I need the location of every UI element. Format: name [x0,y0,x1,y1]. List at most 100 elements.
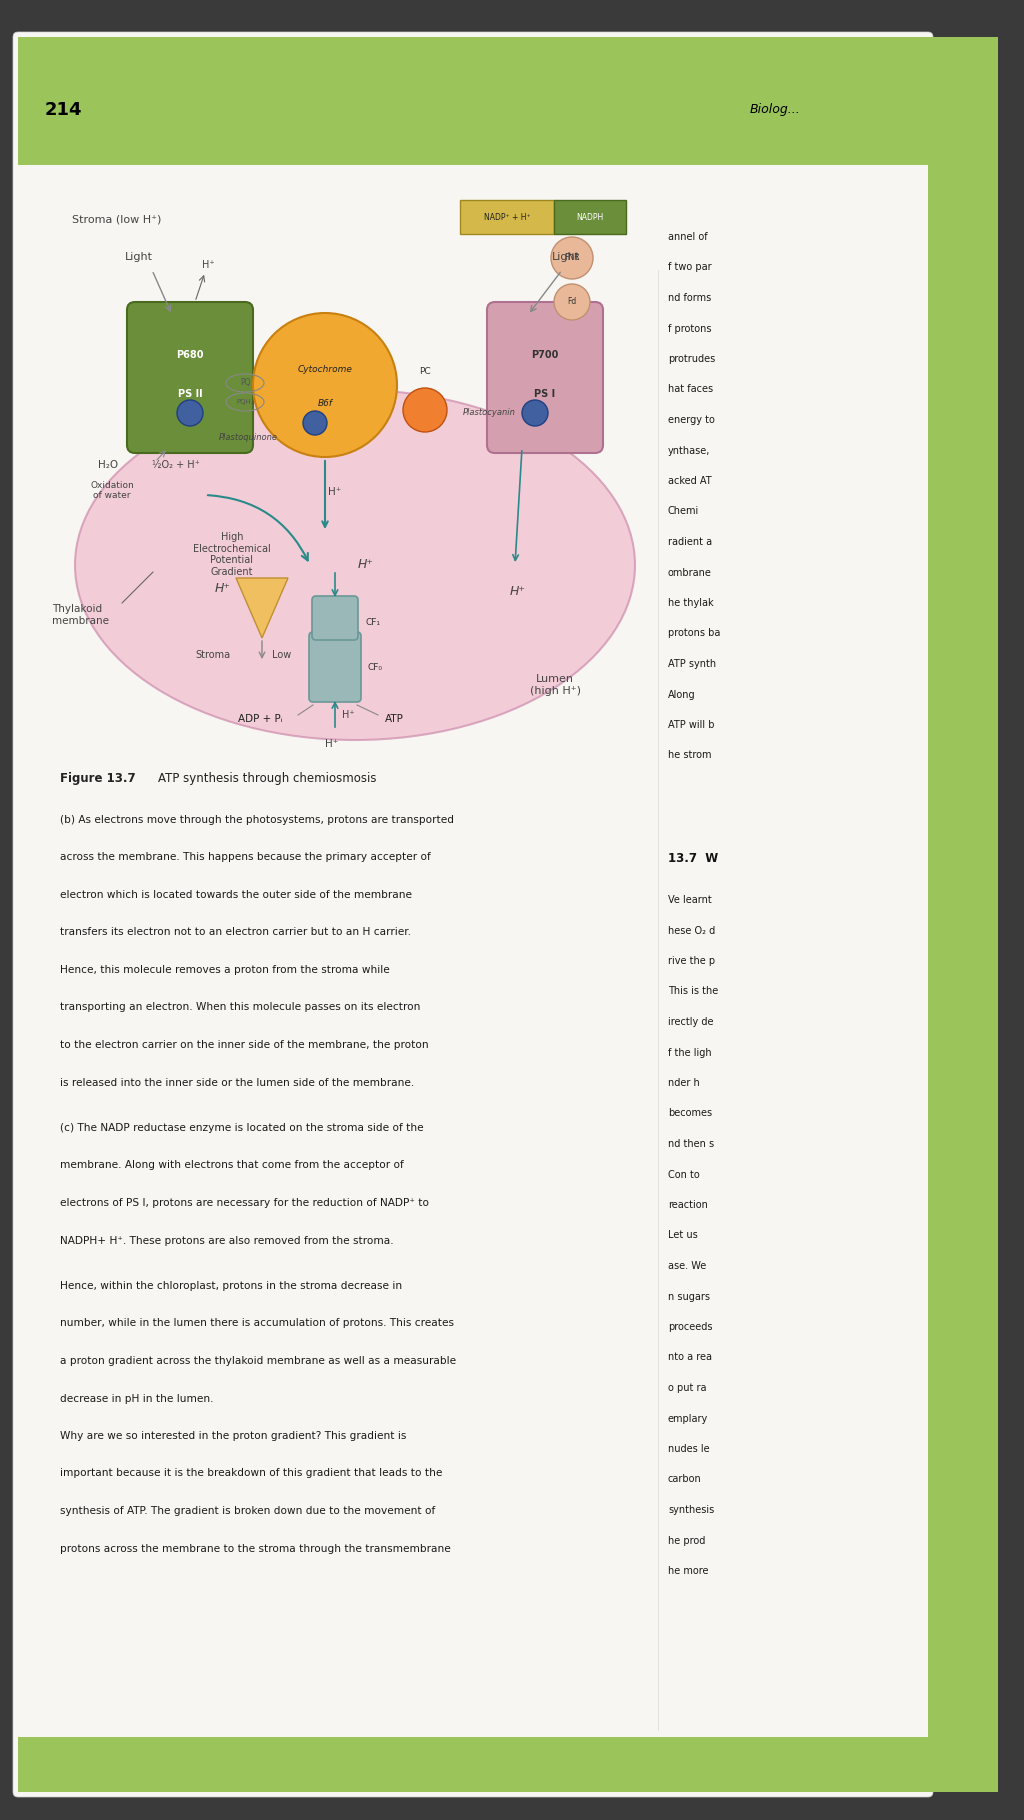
Text: nd then s: nd then s [668,1139,714,1148]
Text: emplary: emplary [668,1414,709,1423]
Ellipse shape [75,389,635,741]
Text: electron which is located towards the outer side of the membrane: electron which is located towards the ou… [60,890,412,901]
Text: Lumen
(high H⁺): Lumen (high H⁺) [529,673,581,695]
Text: hat faces: hat faces [668,384,713,395]
Text: FNR: FNR [564,253,580,262]
FancyBboxPatch shape [13,33,933,1796]
Text: he prod: he prod [668,1536,706,1545]
Text: H⁺: H⁺ [328,488,341,497]
FancyBboxPatch shape [312,595,358,641]
Text: he thylak: he thylak [668,599,714,608]
Text: CF₀: CF₀ [368,662,383,672]
Text: he more: he more [668,1565,709,1576]
Text: (c) The NADP reductase enzyme is located on the stroma side of the: (c) The NADP reductase enzyme is located… [60,1123,424,1134]
Text: nd forms: nd forms [668,293,712,302]
Text: is released into the inner side or the lumen side of the membrane.: is released into the inner side or the l… [60,1077,415,1088]
Circle shape [551,237,593,278]
Text: ynthase,: ynthase, [668,446,711,455]
Text: Stroma: Stroma [195,650,230,661]
Text: protons ba: protons ba [668,628,720,639]
Text: H⁺: H⁺ [510,584,526,599]
Text: 13.7  W: 13.7 W [668,852,718,864]
Text: Biolog...: Biolog... [750,104,801,116]
Text: Let us: Let us [668,1230,697,1241]
Text: electrons of PS I, protons are necessary for the reduction of NADP⁺ to: electrons of PS I, protons are necessary… [60,1198,429,1208]
Text: Hence, within the chloroplast, protons in the stroma decrease in: Hence, within the chloroplast, protons i… [60,1281,402,1290]
Text: Stroma (low H⁺): Stroma (low H⁺) [72,215,162,224]
Text: CF₁: CF₁ [366,619,381,628]
Text: Figure 13.7: Figure 13.7 [60,772,135,784]
Text: he strom: he strom [668,750,712,761]
Text: This is the: This is the [668,986,718,997]
Text: PS II: PS II [178,389,203,399]
Text: protrudes: protrudes [668,355,715,364]
Circle shape [554,284,590,320]
Text: Hence, this molecule removes a proton from the stroma while: Hence, this molecule removes a proton fr… [60,965,390,976]
FancyBboxPatch shape [554,200,626,235]
Text: carbon: carbon [668,1474,701,1485]
Circle shape [177,400,203,426]
Text: PQH₂: PQH₂ [237,399,254,406]
Text: reaction: reaction [668,1199,708,1210]
Text: ATP: ATP [385,713,403,724]
Polygon shape [236,579,288,639]
Text: synthesis of ATP. The gradient is broken down due to the movement of: synthesis of ATP. The gradient is broken… [60,1505,435,1516]
Text: o put ra: o put ra [668,1383,707,1392]
Text: High
Electrochemical
Potential
Gradient: High Electrochemical Potential Gradient [194,531,271,577]
Text: energy to: energy to [668,415,715,426]
Text: Plastoquinone: Plastoquinone [218,433,278,442]
Circle shape [303,411,327,435]
Text: nder h: nder h [668,1077,699,1088]
Text: radient a: radient a [668,537,712,548]
Text: Fd: Fd [567,297,577,306]
Text: NADP⁺ + H⁺: NADP⁺ + H⁺ [483,213,530,222]
Text: f the ligh: f the ligh [668,1048,712,1057]
Text: Light: Light [125,251,153,262]
Text: Plastocyanin: Plastocyanin [463,408,516,417]
Text: Why are we so interested in the proton gradient? This gradient is: Why are we so interested in the proton g… [60,1431,407,1441]
Text: Ve learnt: Ve learnt [668,895,712,905]
Circle shape [403,388,447,431]
Text: PS I: PS I [535,389,556,399]
FancyArrowPatch shape [208,495,308,561]
Text: ½O₂ + H⁺: ½O₂ + H⁺ [152,460,200,470]
Text: annel of: annel of [668,231,708,242]
Text: decrease in pH in the lumen.: decrease in pH in the lumen. [60,1394,213,1403]
Text: (b) As electrons move through the photosystems, protons are transported: (b) As electrons move through the photos… [60,815,454,824]
Text: f two par: f two par [668,262,712,273]
Text: protons across the membrane to the stroma through the transmembrane: protons across the membrane to the strom… [60,1543,451,1554]
Text: ATP synth: ATP synth [668,659,716,670]
Text: H⁺: H⁺ [215,582,231,595]
FancyBboxPatch shape [460,200,554,235]
Text: transporting an electron. When this molecule passes on its electron: transporting an electron. When this mole… [60,1003,421,1012]
Text: Low: Low [272,650,291,661]
Text: f protons: f protons [668,324,712,333]
Text: NADPH+ H⁺. These protons are also removed from the stroma.: NADPH+ H⁺. These protons are also remove… [60,1236,393,1245]
FancyBboxPatch shape [309,632,361,703]
Text: irectly de: irectly de [668,1017,714,1026]
Text: P680: P680 [176,349,204,360]
Text: hese O₂ d: hese O₂ d [668,926,715,935]
Text: nto a rea: nto a rea [668,1352,712,1363]
Text: ATP will b: ATP will b [668,721,715,730]
Text: PC: PC [419,368,431,377]
Text: ase. We: ase. We [668,1261,707,1270]
Text: Con to: Con to [668,1170,699,1179]
Text: ADP + Pᵢ: ADP + Pᵢ [238,713,283,724]
Text: acked AT: acked AT [668,477,712,486]
Text: H⁺: H⁺ [358,559,374,571]
Circle shape [522,400,548,426]
Text: across the membrane. This happens because the primary accepter of: across the membrane. This happens becaus… [60,852,431,863]
FancyBboxPatch shape [487,302,603,453]
Text: Cytochrome: Cytochrome [298,366,352,375]
Text: number, while in the lumen there is accumulation of protons. This creates: number, while in the lumen there is accu… [60,1318,454,1329]
Text: a proton gradient across the thylakoid membrane as well as a measurable: a proton gradient across the thylakoid m… [60,1356,456,1367]
Text: rive the p: rive the p [668,956,715,966]
Bar [18,1736,928,1793]
Text: PQ: PQ [240,377,250,386]
Text: ATP synthesis through chemiosmosis: ATP synthesis through chemiosmosis [158,772,377,784]
Text: NADPH: NADPH [577,213,603,222]
Text: membrane. Along with electrons that come from the acceptor of: membrane. Along with electrons that come… [60,1161,403,1170]
Text: transfers its electron not to an electron carrier but to an H carrier.: transfers its electron not to an electro… [60,928,411,937]
Bar [18,36,928,166]
